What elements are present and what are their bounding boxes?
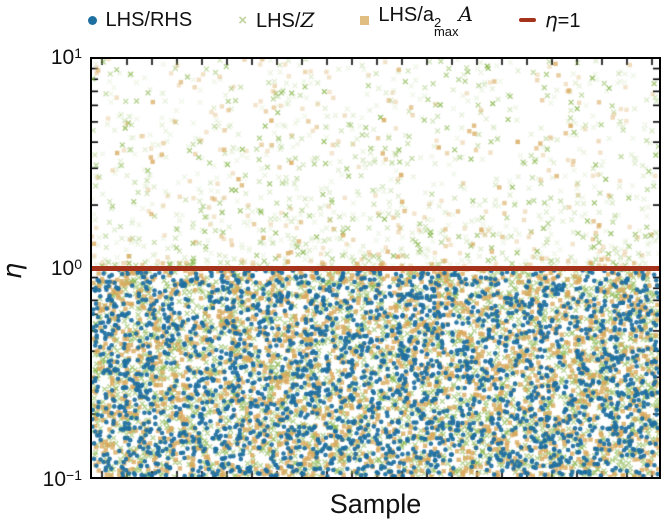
x-axis-label: Sample <box>329 489 422 519</box>
plot-area <box>90 57 661 479</box>
legend-label-eta-1: η=1 <box>544 7 581 32</box>
y-axis-label: η <box>0 262 28 280</box>
legend-label-lhs-z: LHS/Z <box>255 7 315 32</box>
square-marker-icon <box>360 15 370 25</box>
legend-item-lhs-a2max: LHS/a 2 max A <box>360 2 473 39</box>
dash-marker-icon <box>518 18 536 22</box>
y-tick-label-10e0: 100 <box>50 256 82 280</box>
y-tick-label-10e-1: 10−1 <box>42 467 82 491</box>
x-marker-icon: × <box>238 11 247 29</box>
y-tick-label-10e1: 101 <box>50 45 82 69</box>
legend-item-lhs-z: × LHS/Z <box>238 10 314 31</box>
dot-marker-icon <box>87 15 97 25</box>
legend: LHS/RHS × LHS/Z LHS/a 2 max A η=1 <box>0 2 668 39</box>
eta-equals-1-line <box>92 265 659 271</box>
legend-label-lhs-rhs: LHS/RHS <box>105 9 193 31</box>
legend-label-lhs-a2max: LHS/a 2 max A <box>378 2 473 39</box>
legend-item-eta-1: η=1 <box>518 7 581 32</box>
legend-item-lhs-rhs: LHS/RHS <box>87 9 193 31</box>
